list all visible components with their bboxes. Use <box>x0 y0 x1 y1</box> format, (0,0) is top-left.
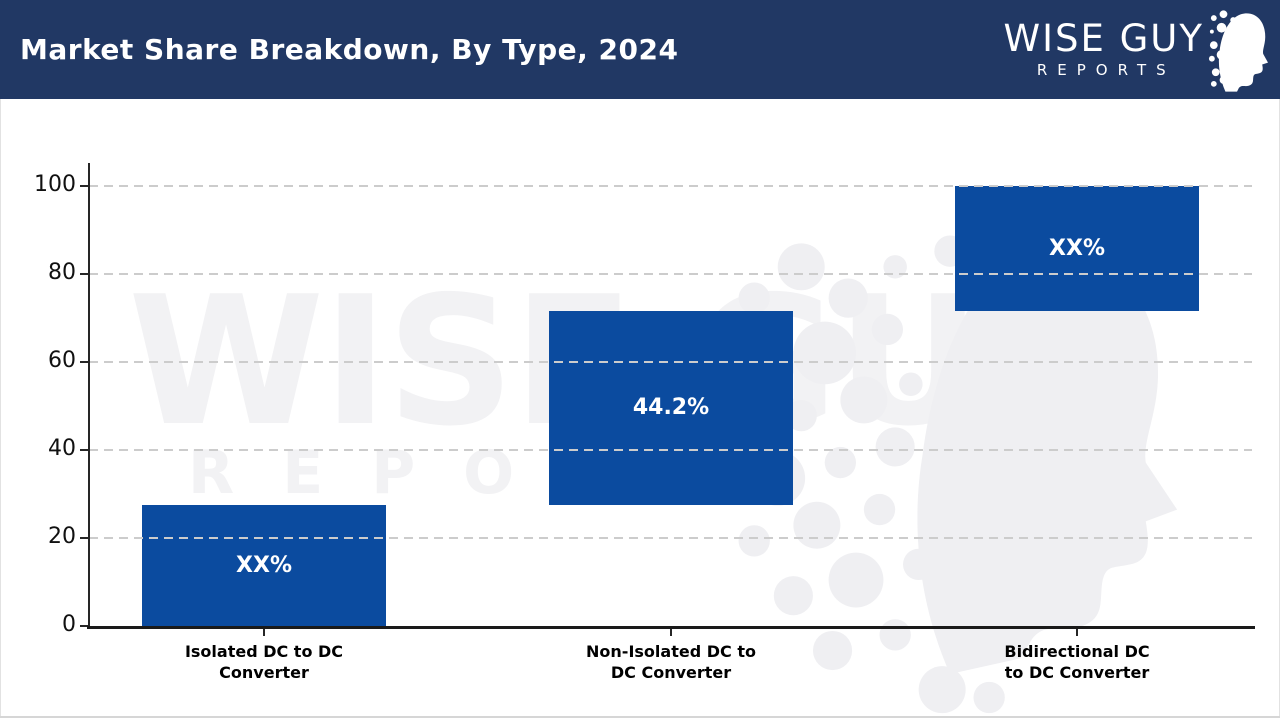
wise-guy-logo: WISE GUY REPORTS <box>1004 0 1268 99</box>
y-tick-mark-40 <box>80 449 88 451</box>
gridline-y-80 <box>89 273 1252 275</box>
gridline-y-100 <box>89 185 1252 187</box>
bar-3: XX% <box>955 186 1199 311</box>
y-tick-mark-80 <box>80 273 88 275</box>
x-tick-mark-3 <box>1076 629 1078 636</box>
y-tick-label-0: 0 <box>62 612 76 637</box>
bar-2: 44.2% <box>549 310 793 505</box>
header-bar: Market Share Breakdown, By Type, 2024 WI… <box>0 0 1280 99</box>
category-label-line: Isolated DC to DC <box>184 642 344 661</box>
y-tick-mark-0 <box>80 625 88 627</box>
category-label-line: to DC Converter <box>1004 663 1150 682</box>
x-tick-mark-2 <box>670 629 672 636</box>
y-tick-label-80: 80 <box>48 260 76 285</box>
category-label-3: Bidirectional DC to DC Converter <box>912 641 1242 683</box>
y-axis-spine <box>88 163 90 629</box>
logo-face-icon <box>1208 9 1268 92</box>
watermark-face-dots-icon <box>726 235 1178 714</box>
y-tick-mark-60 <box>80 361 88 363</box>
y-tick-label-100: 100 <box>34 172 76 197</box>
bar-value-label-1: XX% <box>236 553 292 578</box>
y-tick-label-60: 60 <box>48 348 76 373</box>
gridline-y-60 <box>89 361 1252 363</box>
gridline-y-20 <box>89 537 1252 539</box>
logo-text: WISE GUY REPORTS <box>1003 17 1204 80</box>
category-label-2: Non-Isolated DC to DC Converter <box>506 641 836 683</box>
x-axis-spine <box>87 626 1255 629</box>
category-label-line: DC Converter <box>610 663 732 682</box>
y-tick-label-40: 40 <box>48 436 76 461</box>
bar-1: XX% <box>142 505 386 626</box>
y-tick-label-20: 20 <box>48 524 76 549</box>
y-tick-mark-20 <box>80 537 88 539</box>
logo-wordmark: WISE GUY <box>1003 17 1204 60</box>
bar-value-label-2: 44.2% <box>632 395 710 421</box>
category-label-line: Bidirectional DC <box>1004 642 1150 661</box>
x-tick-mark-1 <box>263 629 265 636</box>
chart-title: Market Share Breakdown, By Type, 2024 <box>20 33 679 66</box>
category-label-1: Isolated DC to DC Converter <box>99 641 429 683</box>
category-label-line: Non-Isolated DC to <box>586 642 756 661</box>
logo-subtitle: REPORTS <box>1036 61 1176 79</box>
y-tick-mark-100 <box>80 185 88 187</box>
category-label-line: Converter <box>219 663 309 682</box>
bar-value-label-3: XX% <box>1049 235 1105 261</box>
page-bottom-rule <box>0 716 1280 718</box>
page-left-edge <box>0 99 1 717</box>
gridline-y-40 <box>89 449 1252 451</box>
